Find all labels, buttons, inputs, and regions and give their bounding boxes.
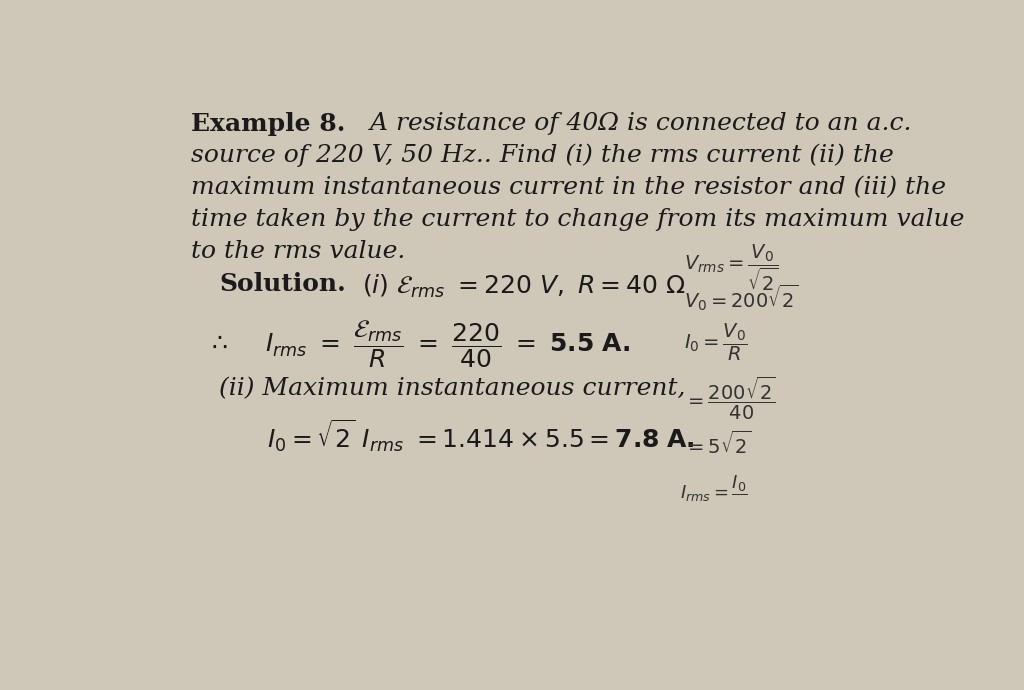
Text: $\therefore\ \ \ \ I_{rms}\ =\ \dfrac{\mathcal{E}_{rms}}{R}\ =\ \dfrac{220}{40}\: $\therefore\ \ \ \ I_{rms}\ =\ \dfrac{\m…: [207, 319, 631, 371]
Text: $I_{rms} = \dfrac{I_0}{\ }$: $I_{rms} = \dfrac{I_0}{\ }$: [680, 473, 748, 504]
Text: $I_0 = \dfrac{V_0}{R}$: $I_0 = \dfrac{V_0}{R}$: [684, 322, 748, 363]
Text: A resistance of 40Ω is connected to an a.c.: A resistance of 40Ω is connected to an a…: [362, 112, 911, 135]
Text: maximum instantaneous current in the resistor and (iii) the: maximum instantaneous current in the res…: [191, 176, 946, 199]
Text: $I_0 = \sqrt{2}\ I_{rms}\ = 1.414 \times 5.5 = \mathbf{7.8\ A.}$: $I_0 = \sqrt{2}\ I_{rms}\ = 1.414 \times…: [267, 417, 694, 454]
Text: Solution.: Solution.: [219, 273, 346, 297]
Text: $V_{rms}= \dfrac{V_0}{\sqrt{2}}$: $V_{rms}= \dfrac{V_0}{\sqrt{2}}$: [684, 242, 778, 293]
Text: source of 220 V, 50 Hz.. Find (i) the rms current (ii) the: source of 220 V, 50 Hz.. Find (i) the rm…: [191, 144, 894, 168]
Text: to the rms value.: to the rms value.: [191, 239, 406, 262]
Text: $V_0 = 200\sqrt{2}$: $V_0 = 200\sqrt{2}$: [684, 282, 798, 313]
Text: time taken by the current to change from its maximum value: time taken by the current to change from…: [191, 208, 965, 230]
Text: $= 5\sqrt{2}$: $= 5\sqrt{2}$: [684, 431, 751, 458]
Text: $=\dfrac{200\sqrt{2}}{40}$: $=\dfrac{200\sqrt{2}}{40}$: [684, 375, 775, 422]
Text: $(i)\ \mathcal{E}_{rms}\ = 220\ V,\ R = 40\ \Omega$: $(i)\ \mathcal{E}_{rms}\ = 220\ V,\ R = …: [362, 273, 686, 299]
Text: (ii) Maximum instantaneous current,: (ii) Maximum instantaneous current,: [219, 377, 686, 401]
Text: Example 8.: Example 8.: [191, 112, 346, 136]
